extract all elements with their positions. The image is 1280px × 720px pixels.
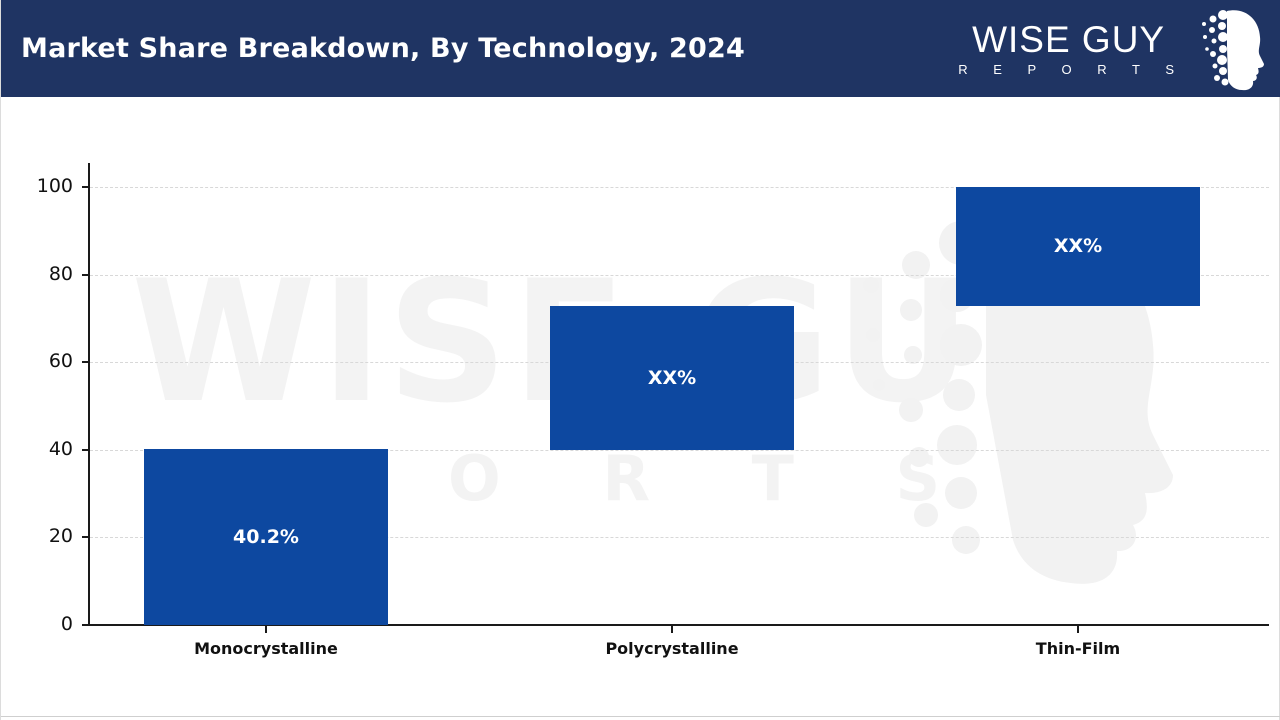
- y-tick-mark: [82, 273, 89, 276]
- logo-wordmark: WISE GUY: [972, 19, 1166, 60]
- y-tick-label: 20: [48, 525, 73, 548]
- bar-monocrystalline: 40.2%: [144, 448, 388, 625]
- x-tick-label-monocrystalline: Monocrystalline: [194, 639, 338, 658]
- y-tick-label: 100: [36, 175, 73, 197]
- gridline-y-40: [90, 449, 1269, 451]
- x-axis-line: [88, 624, 1269, 626]
- logo-head-icon: [1202, 10, 1264, 91]
- gridline-y-100: [90, 187, 1269, 188]
- gridline-y-20: [90, 537, 1269, 539]
- y-tick-label: 40: [48, 437, 73, 460]
- x-tick-mark: [1077, 626, 1079, 633]
- bar-value-label: XX%: [1053, 235, 1103, 258]
- y-tick-mark: [82, 448, 89, 451]
- brand-logo: WISE GUY R E P O R T S: [952, 6, 1267, 92]
- x-tick-label-thin-film: Thin-Film: [1035, 639, 1121, 658]
- brand-logo-text: WISE GUY R E P O R T S: [952, 19, 1185, 78]
- bar-value-label: 40.2%: [233, 525, 299, 548]
- x-tick-mark: [265, 626, 267, 633]
- y-tick-mark: [82, 361, 89, 364]
- gridline-y-80: [90, 274, 1269, 276]
- chart-title: Market Share Breakdown, By Technology, 2…: [21, 33, 746, 64]
- y-axis-line: [88, 163, 90, 625]
- header-bar: Market Share Breakdown, By Technology, 2…: [1, 0, 1280, 97]
- y-tick-mark: [82, 186, 89, 188]
- y-tick-label: 80: [48, 262, 73, 285]
- bar-thin-film: XX%: [956, 187, 1200, 306]
- y-tick-label: 0: [60, 612, 73, 635]
- bar-value-label: XX%: [647, 366, 697, 389]
- bar-polycrystalline: XX%: [550, 305, 794, 450]
- x-tick-label-polycrystalline: Polycrystalline: [605, 639, 739, 658]
- y-tick-mark: [82, 536, 89, 539]
- x-tick-mark: [671, 626, 673, 633]
- bottom-border-line: [1, 716, 1280, 717]
- y-tick-label: 60: [48, 350, 73, 373]
- y-tick-mark: [82, 623, 89, 626]
- logo-subtext: R E P O R T S: [958, 62, 1185, 77]
